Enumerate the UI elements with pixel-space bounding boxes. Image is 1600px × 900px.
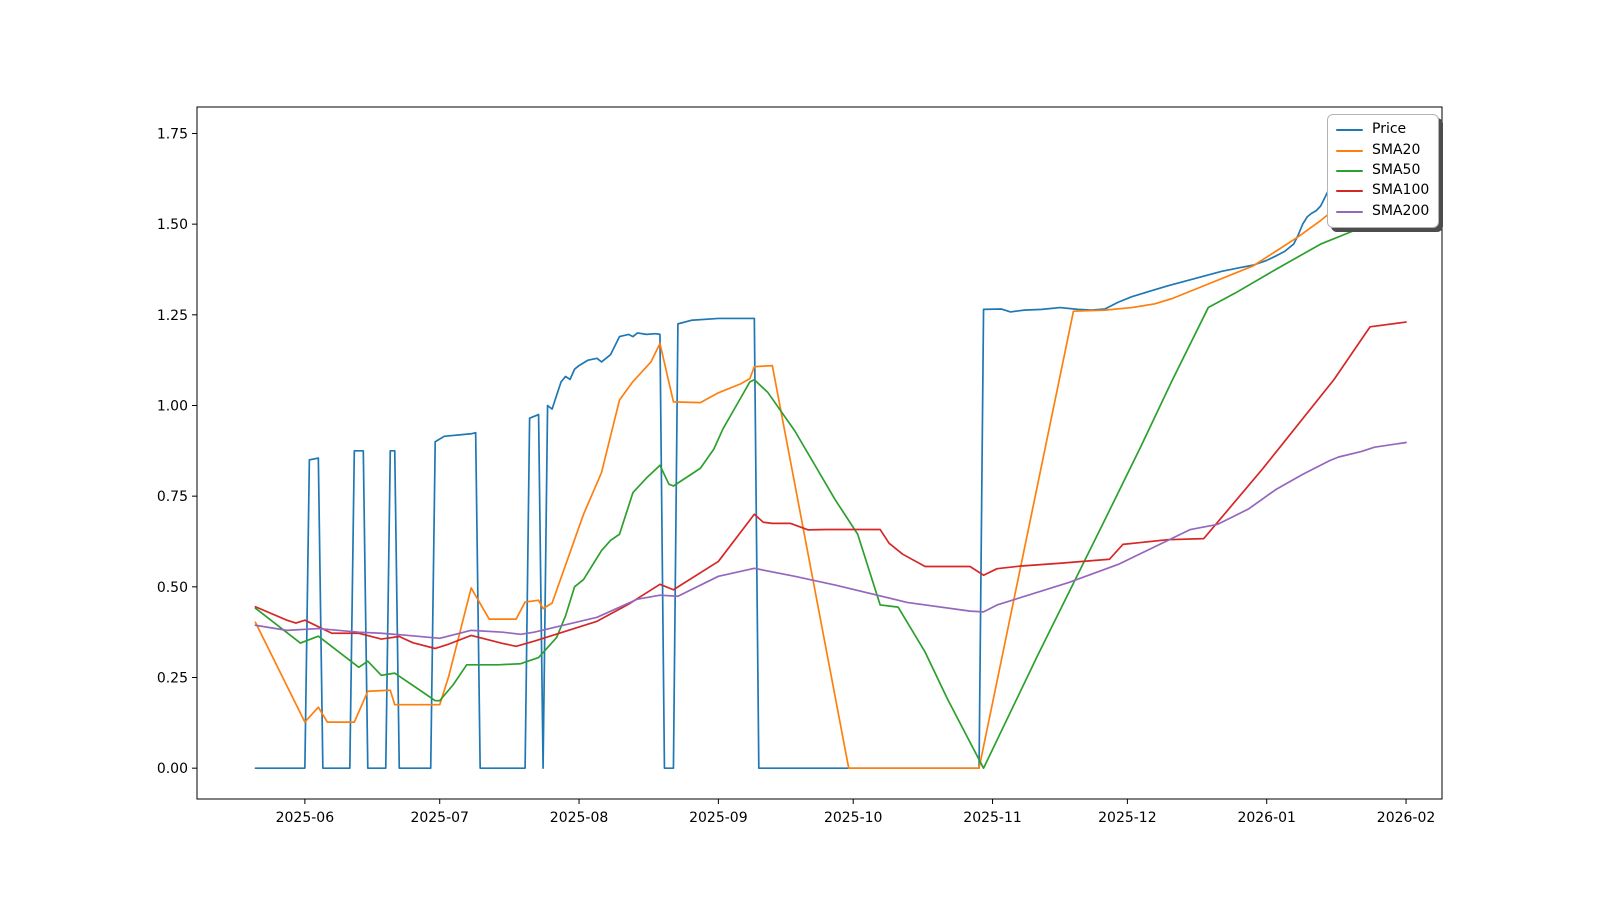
legend-item-price: Price xyxy=(1336,120,1429,140)
series-line-price xyxy=(254,160,1407,770)
legend-label: SMA50 xyxy=(1372,161,1421,178)
x-tick-label: 2025-09 xyxy=(689,810,748,826)
legend-item-sma50: SMA50 xyxy=(1336,161,1429,181)
y-tick-label: 1.25 xyxy=(157,308,188,324)
legend-label: Price xyxy=(1372,121,1407,138)
series-line-sma50 xyxy=(254,217,1407,770)
plot-border xyxy=(196,106,1443,800)
legend-line-sample xyxy=(1336,149,1363,152)
x-tick-label: 2026-01 xyxy=(1237,810,1296,826)
legend-label: SMA100 xyxy=(1372,182,1430,199)
series-line-sma200 xyxy=(254,441,1407,640)
y-tick-label: 0.50 xyxy=(157,580,188,596)
legend-line-sample xyxy=(1336,169,1363,172)
x-tick-label: 2025-08 xyxy=(550,810,609,826)
legend-item-sma100: SMA100 xyxy=(1336,181,1429,201)
legend-line-sample xyxy=(1336,190,1363,193)
legend-line-sample xyxy=(1336,129,1363,132)
series-line-sma20 xyxy=(254,185,1407,770)
x-tick-label: 2025-06 xyxy=(276,810,335,826)
y-tick-label: 0.00 xyxy=(157,761,188,777)
legend-item-sma200: SMA200 xyxy=(1336,202,1429,222)
x-tick-label: 2025-12 xyxy=(1098,810,1157,826)
series-line-sma100 xyxy=(254,321,1407,650)
legend-label: SMA20 xyxy=(1372,141,1421,158)
legend-label: SMA200 xyxy=(1372,202,1430,219)
y-tick-label: 1.00 xyxy=(157,398,188,414)
y-tick-label: 0.75 xyxy=(157,489,188,505)
legend: Price SMA20 SMA50 SMA100 SMA200 xyxy=(1327,114,1440,228)
x-tick-label: 2025-07 xyxy=(410,810,469,826)
x-tick-label: 2026-02 xyxy=(1377,810,1436,826)
y-tick-label: 1.75 xyxy=(157,126,188,142)
legend-line-sample xyxy=(1336,210,1363,213)
x-tick-label: 2025-10 xyxy=(824,810,883,826)
y-tick-label: 1.50 xyxy=(157,217,188,233)
x-tick-label: 2025-11 xyxy=(963,810,1022,826)
y-tick-label: 0.25 xyxy=(157,671,188,687)
legend-item-sma20: SMA20 xyxy=(1336,140,1429,160)
